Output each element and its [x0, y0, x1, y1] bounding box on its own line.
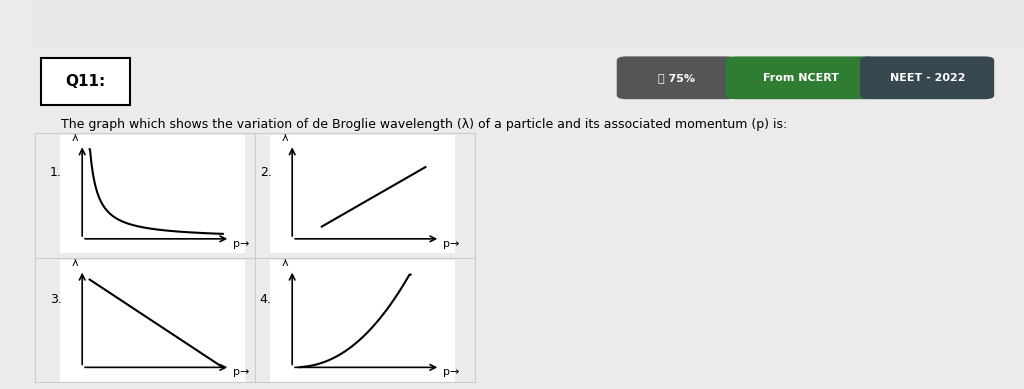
Text: 1.: 1.	[49, 166, 61, 179]
Text: λ: λ	[282, 258, 288, 268]
FancyBboxPatch shape	[616, 56, 736, 99]
Text: From NCERT: From NCERT	[763, 73, 839, 83]
Text: λ: λ	[72, 133, 78, 142]
FancyBboxPatch shape	[726, 56, 874, 99]
Text: λ: λ	[282, 133, 288, 142]
Text: p→: p→	[443, 238, 460, 249]
Text: 3.: 3.	[49, 293, 61, 305]
FancyBboxPatch shape	[860, 56, 994, 99]
Text: NEET - 2022: NEET - 2022	[890, 73, 966, 83]
Text: The graph which shows the variation of de Broglie wavelength (λ) of a particle a: The graph which shows the variation of d…	[60, 118, 786, 131]
Text: 2.: 2.	[260, 166, 271, 179]
Text: λ: λ	[72, 258, 78, 268]
Text: 4.: 4.	[260, 293, 271, 305]
Text: p→: p→	[443, 367, 460, 377]
Text: p→: p→	[233, 238, 250, 249]
Text: Q11:: Q11:	[66, 74, 105, 89]
Text: 👍 75%: 👍 75%	[657, 73, 695, 83]
Bar	[31, 0, 1024, 47]
FancyBboxPatch shape	[41, 58, 130, 105]
Text: p→: p→	[233, 367, 250, 377]
